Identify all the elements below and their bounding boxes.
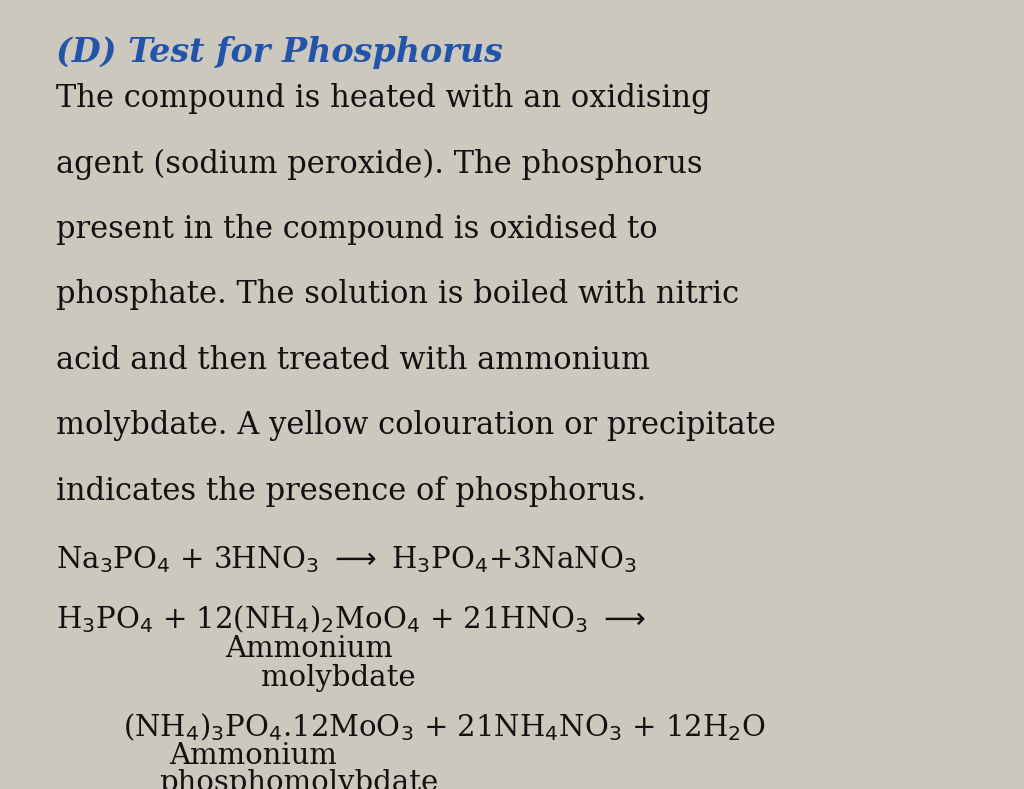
Text: (NH$_4$)$_3$PO$_4$.12MoO$_3$ + 21NH$_4$NO$_3$ + 12H$_2$O: (NH$_4$)$_3$PO$_4$.12MoO$_3$ + 21NH$_4$N… [123,712,766,743]
Text: Ammonium: Ammonium [225,635,393,663]
Text: acid and then treated with ammonium: acid and then treated with ammonium [56,345,650,376]
Text: present in the compound is oxidised to: present in the compound is oxidised to [56,214,658,245]
Text: molybdate. A yellow colouration or precipitate: molybdate. A yellow colouration or preci… [56,410,776,441]
Text: H$_3$PO$_4$ + 12(NH$_4$)$_2$MoO$_4$ + 21HNO$_3$ $\longrightarrow$: H$_3$PO$_4$ + 12(NH$_4$)$_2$MoO$_4$ + 21… [56,604,646,635]
Text: phosphomolybdate: phosphomolybdate [159,769,438,789]
Text: phosphate. The solution is boiled with nitric: phosphate. The solution is boiled with n… [56,279,739,310]
Text: indicates the presence of phosphorus.: indicates the presence of phosphorus. [56,476,646,507]
Text: The compound is heated with an oxidising: The compound is heated with an oxidising [56,83,711,114]
Text: Ammonium: Ammonium [169,742,337,769]
Text: (D) Test for Phosphorus: (D) Test for Phosphorus [56,36,503,69]
Text: molybdate: molybdate [261,664,416,692]
Text: Na$_3$PO$_4$ + 3HNO$_3$ $\longrightarrow$ H$_3$PO$_4$+3NaNO$_3$: Na$_3$PO$_4$ + 3HNO$_3$ $\longrightarrow… [56,544,637,575]
Text: agent (sodium peroxide). The phosphorus: agent (sodium peroxide). The phosphorus [56,148,702,180]
